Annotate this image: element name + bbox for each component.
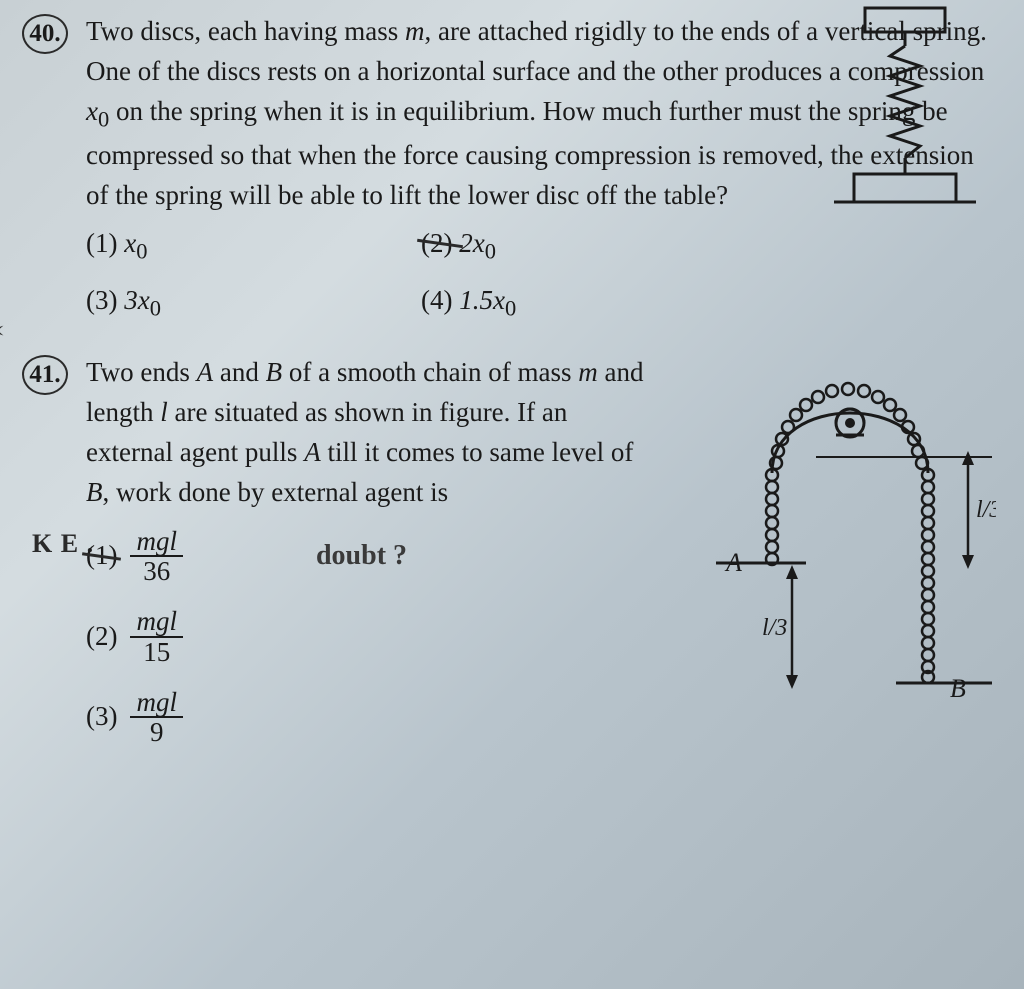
q40-opt1: (1) x0 <box>86 224 161 268</box>
q41-opt1-lbl: (1) <box>86 536 117 576</box>
question-40: 40. Two discs, each having mass m, are a <box>28 12 996 325</box>
opt3-v: x <box>138 285 150 315</box>
q40-x: x <box>86 96 98 126</box>
opt1-lbl: (1) <box>86 228 124 258</box>
q40-sub: 0 <box>98 106 109 131</box>
q41-m: m <box>578 357 598 387</box>
opt2-sub: 0 <box>485 238 496 263</box>
q41-opt2-lbl: (2) <box>86 617 117 657</box>
q41-o1d: 36 <box>137 557 176 585</box>
q41-o1n: mgl <box>136 526 177 556</box>
hand-doubt: doubt ? <box>316 535 407 576</box>
q41-o3n: mgl <box>136 687 177 717</box>
svg-text:l/3: l/3 <box>762 615 787 641</box>
q41-tg: , work done by external agent is <box>103 477 449 507</box>
qnum-40-circle: 40. <box>22 14 68 54</box>
q41-o2d: 15 <box>137 638 176 666</box>
q41-opt3-lbl: (3) <box>86 697 117 737</box>
q41-tc: of a smooth chain of mass <box>282 357 578 387</box>
q41-A: A <box>197 357 214 387</box>
q40-opts-left: (1) x0 (3) 3x0 <box>86 224 161 325</box>
q41-para: Two ends A and B of a smooth chain of ma… <box>86 353 646 513</box>
q41-ta: Two ends <box>86 357 197 387</box>
figure-q41: l/3 l/3 A B <box>696 353 996 733</box>
q41-tb: and <box>213 357 265 387</box>
q40-t-a: Two discs, each having mass <box>86 16 405 46</box>
svg-text:l/3: l/3 <box>976 497 996 523</box>
question-41-body: K E . <box>86 353 996 747</box>
question-41: 41. ✶ K E . <box>28 353 996 747</box>
opt2-v: x <box>473 228 485 258</box>
q41-opt2-frac: mgl 15 <box>130 607 183 666</box>
qnum-41-circle: 41. <box>22 355 68 395</box>
q40-opts-right: (2) 2x0 (4) 1.5x0 <box>421 224 516 325</box>
svg-text:B: B <box>950 674 966 703</box>
q41-B2: B <box>86 477 103 507</box>
q41-opt3-frac: mgl 9 <box>130 688 183 747</box>
opt2-lbl: (2) <box>421 228 459 258</box>
opt3-sub: 0 <box>150 296 161 321</box>
q41-A2: A <box>304 437 321 467</box>
figure-q40-svg <box>830 6 980 226</box>
q41-l: l <box>160 397 168 427</box>
q40-m: m <box>405 16 425 46</box>
opt4-lbl: (4) <box>421 285 459 315</box>
question-40-body: Two discs, each having mass m, are attac… <box>86 12 996 325</box>
q40-options: (1) x0 (3) 3x0 (2) 2x0 (4) 1.5x0 <box>86 224 996 325</box>
q41-o2n: mgl <box>136 606 177 636</box>
q41-tf: till it comes to same level of <box>321 437 634 467</box>
hand-star-icon: ✶ <box>0 317 6 347</box>
figure-q40 <box>830 6 980 226</box>
opt4-v: x <box>493 285 505 315</box>
q41-o3d: 9 <box>144 718 170 746</box>
figure-q41-svg: l/3 l/3 A B <box>696 353 996 733</box>
q41-opt1-frac: mgl 36 <box>130 527 183 586</box>
hand-ke: K E . <box>32 525 94 563</box>
qnum-40: 40. <box>22 14 68 54</box>
opt1-sub: 0 <box>136 238 147 263</box>
opt3-lbl: (3) <box>86 285 124 315</box>
opt1-v: x <box>124 228 136 258</box>
q40-opt4: (4) 1.5x0 <box>421 281 516 325</box>
q40-opt3: (3) 3x0 <box>86 281 161 325</box>
qnum-41: 41. <box>22 355 68 395</box>
opt4-sub: 0 <box>505 296 516 321</box>
q41-B: B <box>266 357 283 387</box>
q40-opt2: (2) 2x0 <box>421 224 516 268</box>
svg-text:A: A <box>724 548 742 577</box>
